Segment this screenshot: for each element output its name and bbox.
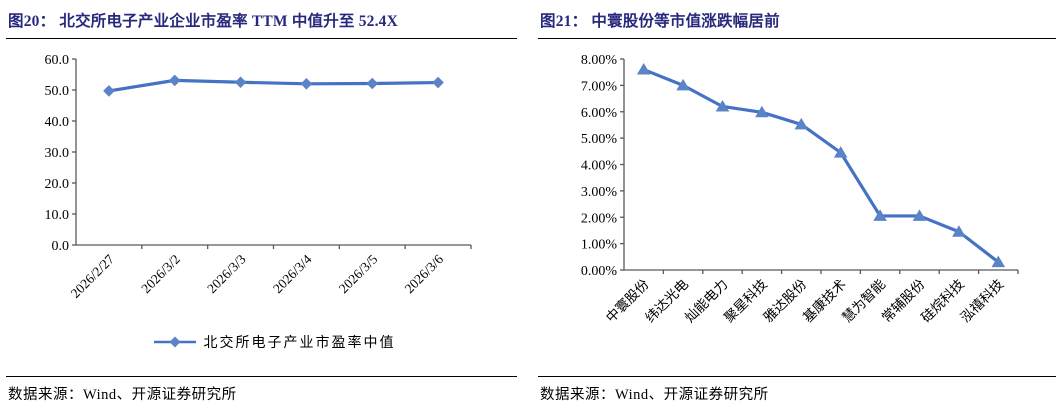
y-tick-label: 5.00% [581, 132, 618, 147]
x-tick-label: 泓禧科技 [958, 276, 1007, 325]
y-tick-label: 8.00% [581, 53, 618, 68]
x-tick-label: 2026/3/3 [204, 251, 249, 296]
y-tick-label: 4.00% [581, 159, 618, 174]
triangle-marker [991, 255, 1006, 268]
legend-label: 北交所电子产业市盈率中值 [203, 336, 396, 351]
figure-21-source: 数据来源：Wind、开源证券研究所 [538, 376, 1056, 404]
y-tick-label: 2.00% [581, 211, 618, 226]
triangle-marker [676, 78, 690, 91]
triangle-marker [873, 209, 887, 221]
figure-20-legend: 北交所电子产业市盈率中值 [6, 332, 517, 352]
axis-lines [623, 59, 1018, 271]
x-tick-label: 2026/3/6 [402, 251, 447, 296]
x-tick-label: 2026/3/2 [138, 252, 183, 297]
x-tick-label: 2026/3/4 [270, 251, 315, 296]
diamond-marker [432, 76, 444, 89]
triangle-marker [794, 117, 809, 130]
y-tick-label: 60.0 [45, 53, 70, 68]
y-tick-label: 1.00% [581, 238, 618, 253]
y-tick-label: 3.00% [581, 185, 618, 200]
series-line [643, 68, 1000, 264]
y-tick-label: 6.00% [581, 106, 618, 121]
triangle-marker [912, 209, 927, 221]
figure-20-source: 数据来源：Wind、开源证券研究所 [6, 376, 517, 404]
y-tick-label: 0.0 [52, 239, 70, 254]
y-tick-label: 0.00% [581, 264, 618, 279]
figure-21-panel: 图21： 中寰股份等市值涨跌幅居前 0.00% 1.00% 2.00% 3.00% 4.… [538, 0, 1056, 414]
y-tick-label: 40.0 [45, 115, 70, 130]
diamond-marker [300, 78, 313, 90]
triangle-marker [833, 146, 848, 158]
series-line [108, 78, 439, 93]
figure-20-chart: 0.0 10.0 20.0 30.0 40.0 50.0 60.0 2026/2/27 2026… [45, 53, 472, 301]
x-tick-label: 2026/3/5 [336, 251, 381, 296]
triangle-marker [636, 63, 651, 75]
legend-line-diamond-icon [153, 336, 196, 348]
figure-21-title: 图21： 中寰股份等市值涨跌幅居前 [538, 0, 1056, 39]
diamond-marker [366, 77, 379, 90]
diamond-marker [234, 76, 247, 89]
diamond-marker [103, 85, 115, 97]
y-tick-label: 20.0 [45, 177, 70, 192]
figure-20-panel: 图20： 北交所电子产业企业市盈率 TTM 中值升至 52.4X 0.0 10.0… [6, 0, 517, 414]
y-tick-label: 7.00% [581, 79, 618, 94]
triangle-marker [715, 99, 730, 112]
triangle-marker [755, 105, 769, 118]
figure-21-chart: 0.00% 1.00% 2.00% 3.00% 4.00% 5.00% 6.00% 7.00%… [581, 53, 1019, 325]
triangle-marker [952, 225, 966, 237]
diamond-marker [168, 74, 181, 87]
x-tick-label: 2026/2/27 [68, 251, 117, 300]
figure-20-title: 图20： 北交所电子产业企业市盈率 TTM 中值升至 52.4X [6, 0, 517, 39]
y-tick-label: 10.0 [45, 208, 70, 223]
y-tick-label: 30.0 [45, 146, 70, 161]
y-tick-label: 50.0 [45, 84, 70, 99]
